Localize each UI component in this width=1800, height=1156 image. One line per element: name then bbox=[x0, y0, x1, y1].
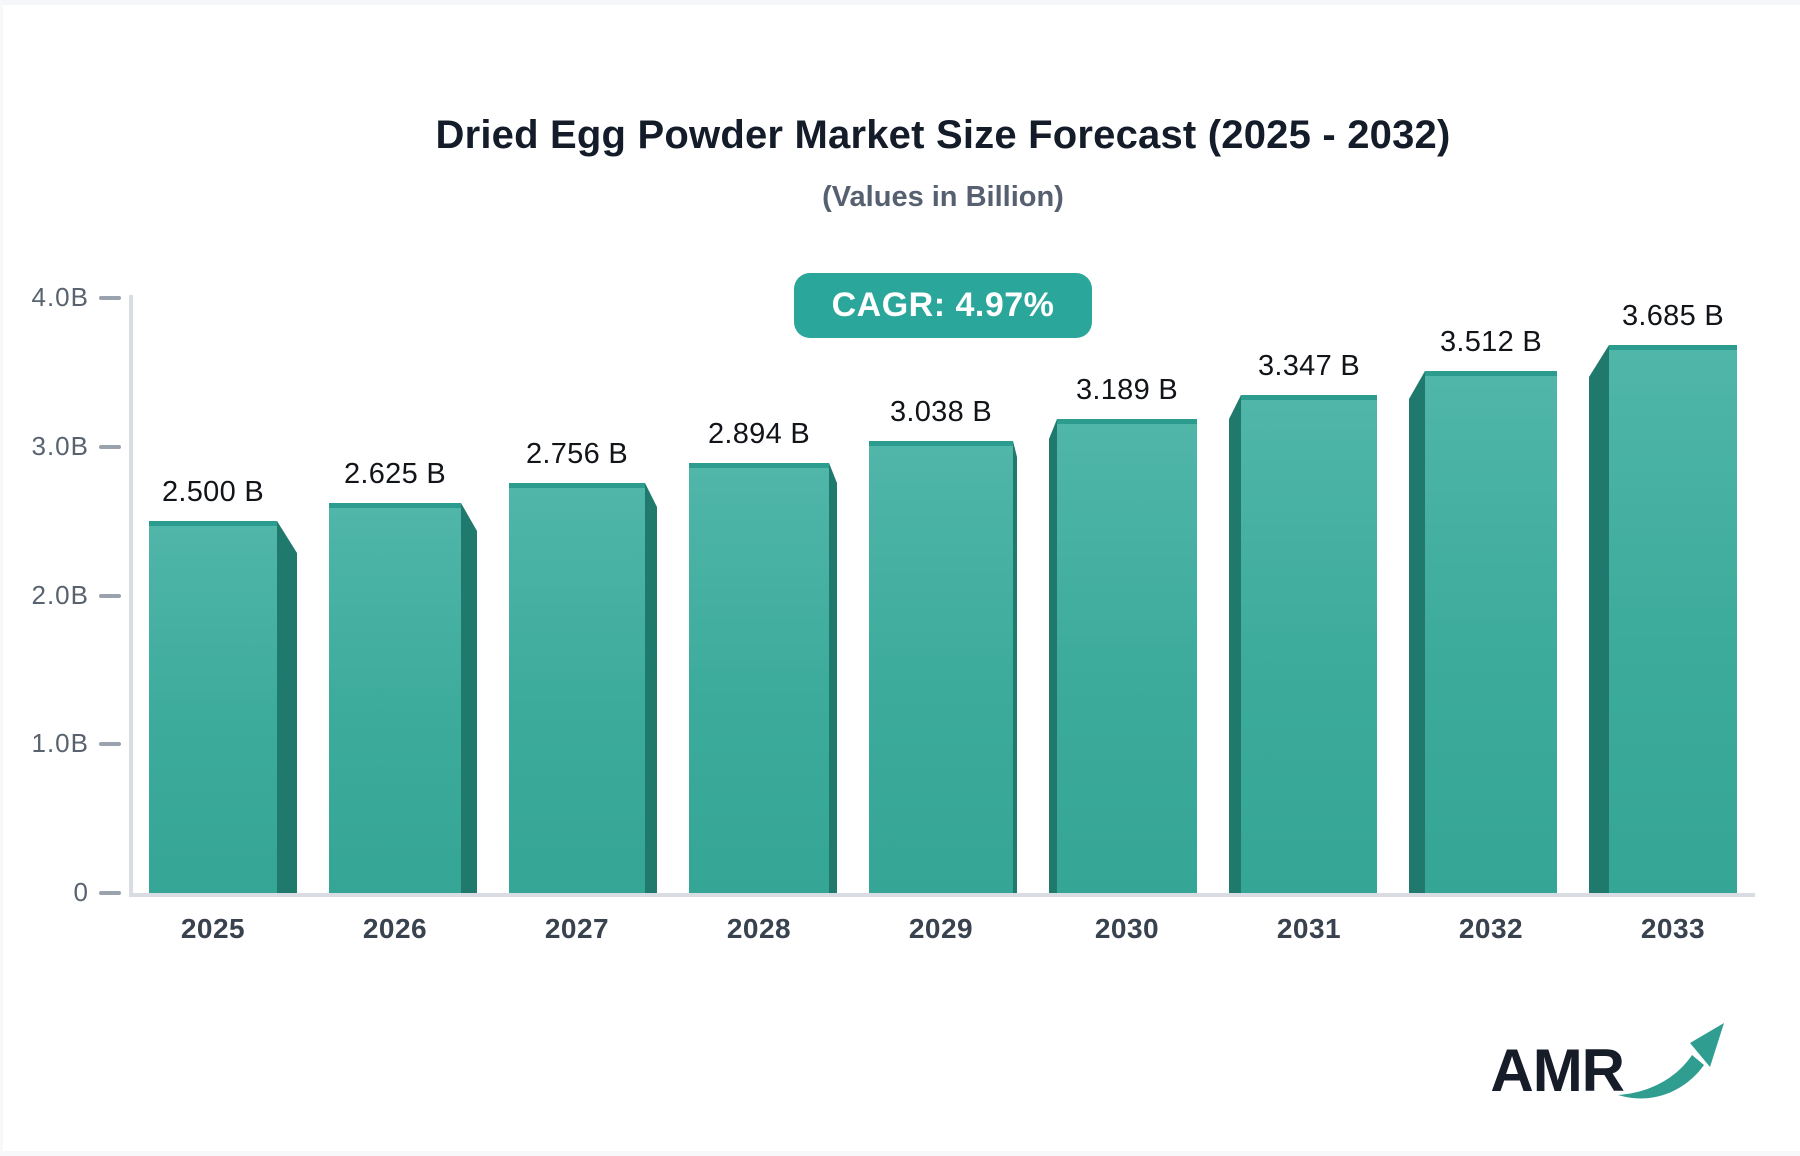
bar-top-edge bbox=[869, 441, 1013, 446]
bar-side-face bbox=[1409, 371, 1425, 893]
bar-side-face bbox=[829, 463, 837, 893]
bar-top-edge bbox=[329, 503, 461, 508]
x-axis-label: 2032 bbox=[1458, 913, 1524, 944]
x-axis-label: 2033 bbox=[1640, 913, 1706, 944]
x-axis-label: 2029 bbox=[908, 913, 974, 944]
bar-side-face bbox=[277, 521, 297, 893]
y-axis-label: 1.0B bbox=[31, 728, 89, 758]
bar-side-face bbox=[1013, 441, 1017, 893]
amr-logo: AMR bbox=[1490, 1023, 1726, 1107]
growth-arrow-icon bbox=[1618, 1023, 1724, 1099]
x-axis-label: 2028 bbox=[726, 913, 792, 944]
bar-value-label: 3.038 B bbox=[889, 396, 993, 428]
bar-value-label: 2.500 B bbox=[161, 476, 265, 508]
bar-value-label: 2.894 B bbox=[707, 418, 811, 450]
bar-2030 bbox=[1057, 419, 1197, 893]
x-axis-label: 2030 bbox=[1094, 913, 1160, 944]
bar-2027 bbox=[509, 483, 645, 893]
bar-2026 bbox=[329, 503, 461, 893]
bar-side-face bbox=[1049, 419, 1057, 893]
x-axis-line bbox=[129, 893, 1755, 897]
bar-top-edge bbox=[509, 483, 645, 488]
bar-value-label: 2.756 B bbox=[525, 438, 629, 470]
bar-top-edge bbox=[149, 521, 277, 526]
amr-logo-text: AMR bbox=[1490, 1037, 1625, 1104]
bar-top-edge bbox=[1609, 345, 1737, 350]
x-axis-label: 2025 bbox=[180, 913, 246, 944]
x-axis-label: 2026 bbox=[362, 913, 428, 944]
bar-top-edge bbox=[1057, 419, 1197, 424]
bar-top-edge bbox=[1425, 371, 1557, 376]
bar-value-label: 3.685 B bbox=[1621, 300, 1725, 332]
bar-2028 bbox=[689, 463, 829, 893]
bar-2033 bbox=[1609, 345, 1737, 893]
bar-2032 bbox=[1425, 371, 1557, 893]
bar-2031 bbox=[1241, 395, 1377, 893]
x-axis-label: 2027 bbox=[544, 913, 610, 944]
y-axis-label: 3.0B bbox=[31, 431, 89, 461]
bar-2025 bbox=[149, 521, 277, 893]
y-axis-label: 4.0B bbox=[31, 282, 89, 312]
y-axis-label: 2.0B bbox=[31, 580, 89, 610]
chart-subtitle: (Values in Billion) bbox=[822, 181, 1064, 213]
bar-side-face bbox=[461, 503, 477, 893]
y-tick-mark bbox=[99, 891, 121, 895]
bar-chart-plot: 0 1.0B 2.0B 3.0B 4.0B 2.500 B 2.625 B 2.756 B 2… bbox=[3, 5, 1800, 1151]
bar-side-face bbox=[645, 483, 657, 893]
bar-value-label: 3.512 B bbox=[1439, 326, 1543, 358]
bar-2029 bbox=[869, 441, 1013, 893]
bar-side-face bbox=[1589, 345, 1609, 893]
y-axis-label: 0 bbox=[73, 877, 89, 907]
bar-value-label: 3.347 B bbox=[1257, 350, 1361, 382]
y-tick-mark bbox=[99, 445, 121, 449]
bar-value-label: 2.625 B bbox=[343, 458, 447, 490]
chart-title: Dried Egg Powder Market Size Forecast (2… bbox=[435, 113, 1451, 157]
y-axis-line bbox=[129, 295, 133, 897]
bar-side-face bbox=[1229, 395, 1241, 893]
x-axis-label: 2031 bbox=[1276, 913, 1342, 944]
y-tick-mark bbox=[99, 742, 121, 746]
bar-top-edge bbox=[689, 463, 829, 468]
bar-value-label: 3.189 B bbox=[1075, 374, 1179, 406]
y-tick-mark bbox=[99, 594, 121, 598]
y-tick-mark bbox=[99, 296, 121, 300]
bar-top-edge bbox=[1241, 395, 1377, 400]
